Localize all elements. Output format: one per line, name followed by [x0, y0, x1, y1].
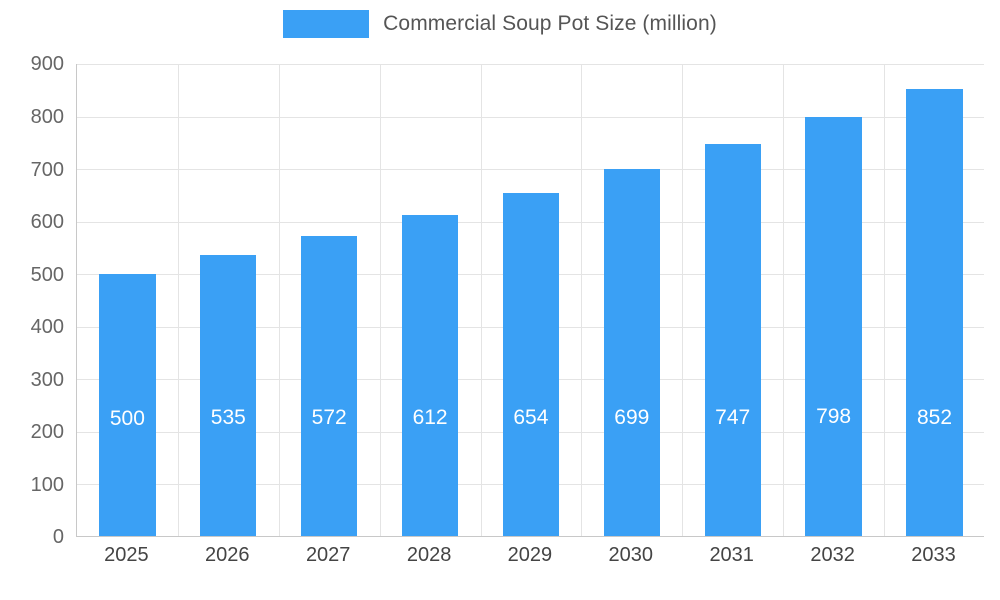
x-tick-2030: 2030 [608, 544, 654, 566]
bar-2032[interactable]: 798 [805, 116, 862, 536]
bar-value-2031: 747 [715, 405, 751, 429]
bar-2025[interactable]: 500 [99, 273, 156, 536]
y-tick-0: 0 [52, 526, 64, 548]
bar-value-2029: 654 [513, 405, 549, 429]
vgridline-4 [480, 64, 482, 536]
bar-value-2027: 572 [311, 405, 347, 429]
bar-value-2030: 699 [614, 405, 650, 429]
bar-column-2025[interactable]: 500 [99, 273, 156, 536]
bar-2029[interactable]: 654 [502, 192, 560, 536]
plot-area: 500 535 572 612 654 699 [76, 64, 984, 537]
vgridline-3 [379, 64, 381, 536]
y-tick-500: 500 [30, 263, 64, 286]
y-tick-600: 600 [30, 211, 64, 233]
vgridline-1 [177, 64, 179, 536]
x-tick-2025: 2025 [104, 544, 149, 566]
bar-value-2025: 500 [109, 406, 145, 430]
bar-column-2029[interactable]: 654 [502, 192, 560, 536]
y-axis-tick-labels: 0 100 200 300 400 500 600 700 800 900 [0, 54, 64, 547]
bar-2028[interactable]: 612 [401, 214, 459, 536]
bar-column-2028[interactable]: 612 [401, 214, 459, 536]
chart-legend: Commercial Soup Pot Size (million) [0, 10, 1000, 38]
bar-column-2026[interactable]: 535 [200, 255, 257, 536]
x-axis-tick-labels: 2025 2026 2027 2028 2029 2030 2031 2032 … [76, 544, 984, 584]
bar-value-2026: 535 [210, 406, 246, 430]
x-tick-2028: 2028 [406, 544, 452, 566]
legend-label-commercial-soup-pot-size: Commercial Soup Pot Size (million) [383, 12, 717, 35]
gridline-800 [77, 116, 984, 118]
legend-swatch-commercial-soup-pot-size [283, 10, 370, 38]
y-tick-400: 400 [30, 316, 64, 338]
bar-2033[interactable]: 852 [906, 88, 963, 536]
bar-value-2033: 852 [916, 405, 953, 429]
x-tick-2031: 2031 [709, 544, 754, 566]
y-tick-100: 100 [30, 473, 64, 496]
gridline-700 [77, 169, 984, 170]
x-tick-2033: 2033 [911, 544, 956, 566]
y-tick-800: 800 [30, 106, 64, 128]
bar-value-2032: 798 [816, 404, 852, 428]
vgridline-5 [581, 64, 583, 536]
y-tick-700: 700 [30, 158, 64, 181]
bar-column-2033[interactable]: 852 [906, 88, 963, 536]
y-tick-300: 300 [30, 368, 64, 391]
bar-value-2028: 612 [412, 405, 448, 429]
vgridline-7 [783, 64, 785, 536]
x-tick-2029: 2029 [507, 544, 553, 566]
x-tick-2032: 2032 [810, 544, 855, 566]
y-tick-900: 900 [30, 53, 64, 75]
vgridline-2 [278, 64, 280, 536]
bar-2031[interactable]: 747 [704, 143, 761, 536]
bar-2027[interactable]: 572 [301, 235, 358, 536]
gridline-900 [77, 64, 984, 65]
bar-column-2030[interactable]: 699 [603, 168, 660, 536]
bar-2030[interactable]: 699 [603, 168, 660, 536]
bar-column-2032[interactable]: 798 [805, 116, 862, 536]
y-tick-200: 200 [30, 421, 64, 443]
bar-column-2027[interactable]: 572 [301, 235, 358, 536]
x-tick-2027: 2027 [305, 544, 351, 566]
bar-2026[interactable]: 535 [200, 255, 257, 536]
bar-column-2031[interactable]: 747 [704, 143, 761, 536]
vgridline-6 [682, 64, 684, 536]
vgridline-8 [884, 64, 886, 536]
x-tick-2026: 2026 [205, 544, 250, 566]
